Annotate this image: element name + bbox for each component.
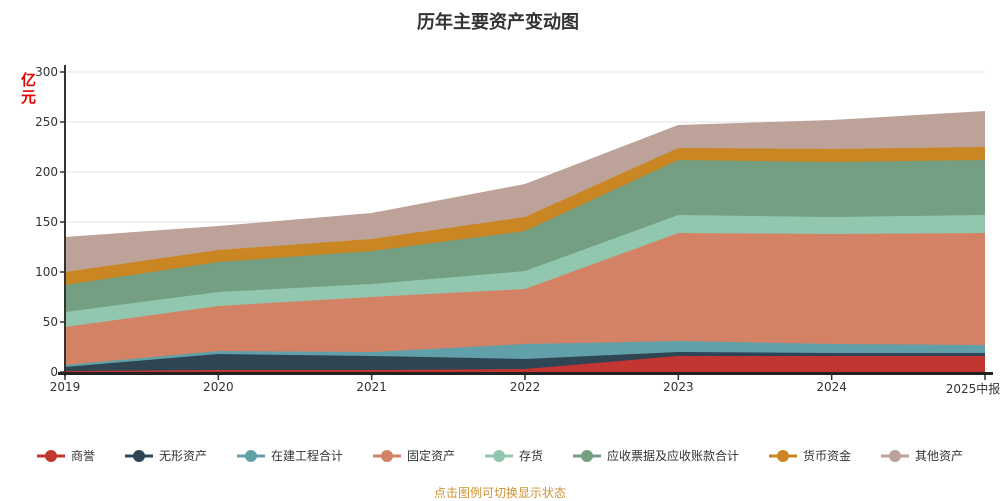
x-axis-label: 2021 [356, 380, 387, 394]
x-axis-label: 2020 [203, 380, 234, 394]
legend-item-4[interactable]: 存货 [485, 447, 543, 464]
legend-item-0[interactable]: 商誉 [36, 447, 95, 464]
legend-marker-icon [124, 449, 153, 462]
y-axis-label: 250 [35, 115, 58, 129]
y-axis-label: 300 [35, 65, 58, 79]
x-axis-label: 2022 [509, 380, 541, 394]
legend-marker-icon [485, 449, 513, 462]
area-series-5[interactable] [65, 160, 985, 312]
legend-marker-icon [36, 449, 65, 462]
area-series-1[interactable] [65, 352, 985, 371]
legend-label: 商誉 [70, 449, 95, 463]
legend-marker-icon [236, 449, 265, 462]
area-series-2[interactable] [65, 341, 985, 367]
legend-label: 其他资产 [915, 449, 964, 463]
legend-item-6[interactable]: 货币资金 [769, 447, 851, 464]
chart-title: 历年主要资产变动图 [417, 12, 579, 33]
area-series-6[interactable] [65, 147, 985, 285]
legend-hint-text: 点击图例可切换显示状态 [433, 486, 567, 500]
legend-item-7[interactable]: 其他资产 [881, 447, 963, 464]
y-axis-label: 50 [42, 315, 58, 329]
legend-label: 无形资产 [158, 449, 207, 463]
y-axis-unit-label: 亿元 [19, 72, 37, 106]
legend-label: 存货 [519, 449, 544, 463]
x-axis-label: 2025中报 [945, 382, 1000, 396]
y-axis-label: 150 [35, 215, 58, 229]
legend-marker-icon [881, 449, 910, 462]
area-series-7[interactable] [65, 112, 985, 272]
legend-item-2[interactable]: 在建工程合计 [236, 447, 343, 464]
x-axis-label: 2019 [49, 380, 81, 394]
legend-item-3[interactable]: 固定资产 [372, 447, 455, 464]
x-axis-label: 2024 [816, 380, 847, 394]
x-axis-label: 2023 [663, 380, 694, 394]
line-series-7 [64, 111, 986, 239]
legend-label: 固定资产 [406, 449, 455, 463]
chart-legend: 商誉 无形资产 在建工程合计 固定资产 存货 应收票据及应收账款合计 货币资金 其他资产 [0, 447, 1000, 464]
x-axis-line [58, 372, 993, 375]
area-series-0[interactable] [65, 356, 985, 372]
legend-marker-icon [769, 449, 798, 462]
y-axis-label: 200 [35, 165, 58, 179]
legend-marker-icon [573, 449, 602, 462]
area-series-3[interactable] [65, 233, 985, 365]
legend-item-5[interactable]: 应收票据及应收账款合计 [573, 447, 739, 464]
legend-item-1[interactable]: 无形资产 [124, 447, 207, 464]
legend-label: 在建工程合计 [270, 449, 343, 463]
legend-label: 应收票据及应收账款合计 [607, 449, 740, 463]
legend-label: 货币资金 [803, 449, 852, 463]
y-axis-label: 100 [35, 265, 58, 279]
legend-marker-icon [372, 449, 401, 462]
y-axis-label: 0 [50, 365, 58, 379]
